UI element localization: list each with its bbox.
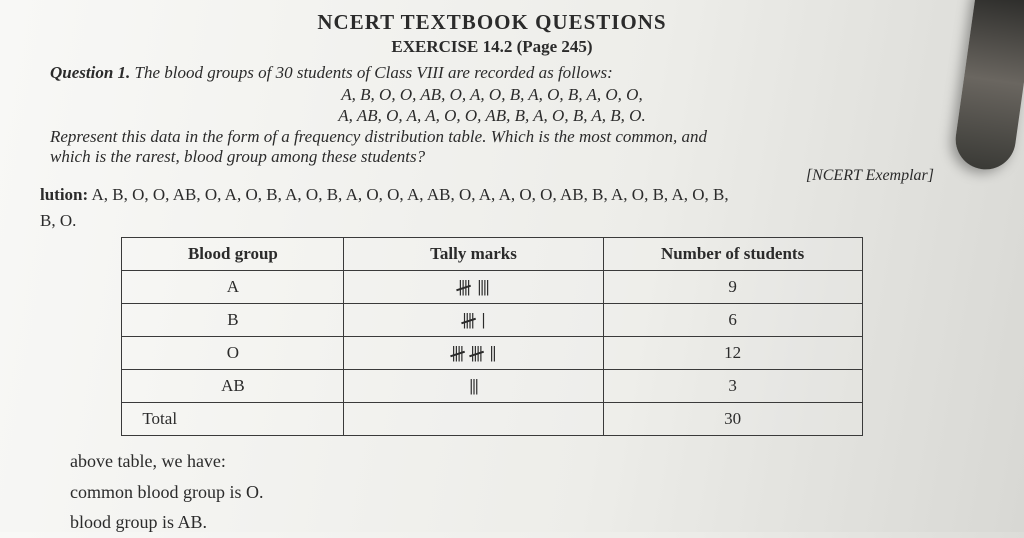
cell-count: 9 (603, 271, 862, 304)
data-row-2: A, AB, O, A, A, O, O, AB, B, A, O, B, A,… (40, 106, 944, 126)
conclusion-line-3: blood group is AB. (70, 507, 944, 538)
conclusion-line-2: common blood group is O. (70, 477, 944, 508)
cell-group: B (122, 304, 344, 337)
cell-total-label: Total (122, 403, 344, 436)
solution-line: lution: A, B, O, O, AB, O, A, O, B, A, O… (40, 185, 944, 205)
cell-group: AB (122, 370, 344, 403)
col-header-tally: Tally marks (344, 238, 603, 271)
solution-data-2: A, O, B, (671, 185, 728, 204)
pen-decoration (952, 0, 1024, 173)
question-explain-2: which is the rarest, blood group among t… (50, 147, 944, 167)
question-intro: Question 1. The blood groups of 30 stude… (50, 63, 944, 83)
cell-total-value: 30 (603, 403, 862, 436)
conclusion-block: above table, we have: common blood group… (70, 446, 944, 538)
table-total-row: Total 30 (122, 403, 862, 436)
exercise-label: EXERCISE 14.2 (Page 245) (40, 37, 944, 57)
col-header-count: Number of students (603, 238, 862, 271)
table-row: AB|||3 (122, 370, 862, 403)
source-note: [NCERT Exemplar] (40, 167, 934, 185)
cell-group: O (122, 337, 344, 370)
table-row: O||||||||||12 (122, 337, 862, 370)
solution-data: A, B, O, O, AB, O, A, O, B, A, O, B, A, … (92, 185, 669, 204)
question-number: Question 1. (50, 63, 130, 82)
cell-total-tally (344, 403, 603, 436)
question-text: The blood groups of 30 students of Class… (135, 63, 613, 82)
table-row: A||||||||9 (122, 271, 862, 304)
solution-label: lution: (40, 185, 88, 204)
cell-group: A (122, 271, 344, 304)
cell-count: 6 (603, 304, 862, 337)
col-header-group: Blood group (122, 238, 344, 271)
cell-tally: |||||||| (344, 271, 603, 304)
cell-count: 3 (603, 370, 862, 403)
table-header-row: Blood group Tally marks Number of studen… (122, 238, 862, 271)
cell-count: 12 (603, 337, 862, 370)
cell-tally: ||| (344, 370, 603, 403)
frequency-table: Blood group Tally marks Number of studen… (121, 237, 862, 436)
cell-tally: ||||| (344, 304, 603, 337)
data-row-1: A, B, O, O, AB, O, A, O, B, A, O, B, A, … (40, 85, 944, 105)
question-explain-1: Represent this data in the form of a fre… (50, 127, 944, 147)
book-title: NCERT TEXTBOOK QUESTIONS (40, 10, 944, 35)
solution-line-2: B, O. (40, 211, 944, 231)
conclusion-line-1: above table, we have: (70, 446, 944, 477)
cell-tally: |||||||||| (344, 337, 603, 370)
table-row: B|||||6 (122, 304, 862, 337)
